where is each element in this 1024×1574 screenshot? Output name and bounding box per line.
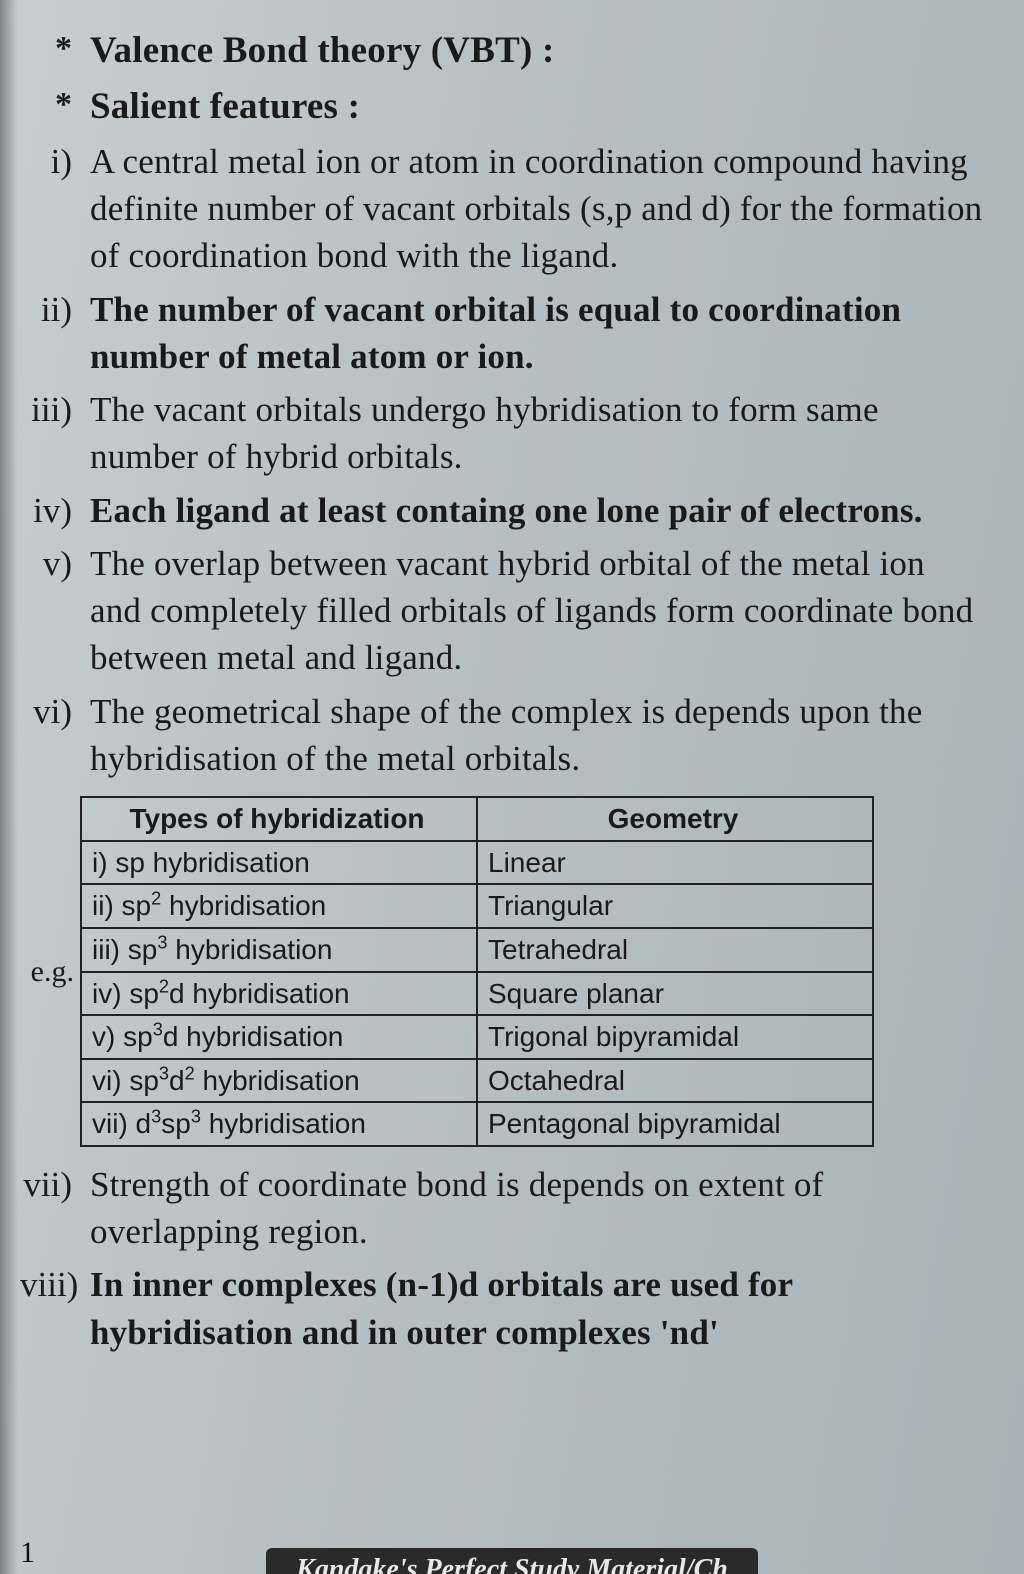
table-body: i) sp hybridisationLinearii) sp2 hybridi… <box>81 841 873 1146</box>
list-text: Each ligand at least containg one lone p… <box>90 487 984 534</box>
list-text: Strength of coordinate bond is depends o… <box>90 1161 984 1256</box>
list-marker: vii) <box>20 1161 90 1208</box>
bullet-asterisk: * <box>20 26 90 72</box>
title-main: Valence Bond theory (VBT) : <box>90 26 984 76</box>
page-shadow <box>0 0 18 1574</box>
table-header-types: Types of hybridization <box>81 797 477 841</box>
list-item: iv)Each ligand at least containg one lon… <box>20 487 984 534</box>
list-item: vi)The geometrical shape of the complex … <box>20 688 984 783</box>
footer-text: Kandake's Perfect Study Material/Ch <box>266 1548 758 1574</box>
cell-hybridization: ii) sp2 hybridisation <box>81 884 477 928</box>
list-item: ii)The number of vacant orbital is equal… <box>20 286 984 381</box>
list-item: v)The overlap between vacant hybrid orbi… <box>20 540 984 682</box>
list-marker: vi) <box>20 688 90 735</box>
list-marker: iii) <box>20 386 90 433</box>
cell-hybridization: v) sp3d hybridisation <box>81 1015 477 1059</box>
list-marker: i) <box>20 138 90 185</box>
table-header-row: Types of hybridization Geometry <box>81 797 873 841</box>
table-row: vii) d3sp3 hybridisationPentagonal bipyr… <box>81 1102 873 1146</box>
list-item: iii)The vacant orbitals undergo hybridis… <box>20 386 984 481</box>
hybridization-table-wrap: e.g. Types of hybridization Geometry i) … <box>20 796 984 1147</box>
feature-list-continued: vii)Strength of coordinate bond is depen… <box>20 1161 984 1356</box>
cell-geometry: Pentagonal bipyramidal <box>477 1102 873 1146</box>
list-marker: ii) <box>20 286 90 333</box>
cell-geometry: Tetrahedral <box>477 928 873 972</box>
cell-geometry: Square planar <box>477 972 873 1016</box>
title-line-2: * Salient features : <box>20 82 984 132</box>
feature-list: i)A central metal ion or atom in coordin… <box>20 138 984 782</box>
list-text: The overlap between vacant hybrid orbita… <box>90 540 984 682</box>
cell-geometry: Trigonal bipyramidal <box>477 1015 873 1059</box>
table-header-geometry: Geometry <box>477 797 873 841</box>
list-item: i)A central metal ion or atom in coordin… <box>20 138 984 280</box>
list-marker: viii) <box>20 1261 90 1308</box>
list-marker: iv) <box>20 487 90 534</box>
document-page: * Valence Bond theory (VBT) : * Salient … <box>20 26 984 1356</box>
table-row: ii) sp2 hybridisationTriangular <box>81 884 873 928</box>
list-text: The geometrical shape of the complex is … <box>90 688 984 783</box>
table-row: vi) sp3d2 hybridisationOctahedral <box>81 1059 873 1103</box>
cell-geometry: Triangular <box>477 884 873 928</box>
cell-hybridization: iii) sp3 hybridisation <box>81 928 477 972</box>
table-row: iv) sp2d hybridisationSquare planar <box>81 972 873 1016</box>
cell-hybridization: iv) sp2d hybridisation <box>81 972 477 1016</box>
cell-geometry: Linear <box>477 841 873 885</box>
title-sub: Salient features : <box>90 82 984 132</box>
page-footer: Kandake's Perfect Study Material/Ch <box>0 1536 1024 1574</box>
list-text: The vacant orbitals undergo hybridisatio… <box>90 386 984 481</box>
cell-hybridization: vii) d3sp3 hybridisation <box>81 1102 477 1146</box>
eg-label: e.g. <box>20 955 80 989</box>
list-text: A central metal ion or atom in coordinat… <box>90 138 984 280</box>
hybridization-table: Types of hybridization Geometry i) sp hy… <box>80 796 874 1147</box>
title-line-1: * Valence Bond theory (VBT) : <box>20 26 984 76</box>
cell-geometry: Octahedral <box>477 1059 873 1103</box>
cell-hybridization: vi) sp3d2 hybridisation <box>81 1059 477 1103</box>
cell-hybridization: i) sp hybridisation <box>81 841 477 885</box>
list-item: viii)In inner complexes (n-1)d orbitals … <box>20 1261 984 1356</box>
list-text: In inner complexes (n-1)d orbitals are u… <box>90 1261 984 1356</box>
table-row: iii) sp3 hybridisationTetrahedral <box>81 928 873 972</box>
list-item: vii)Strength of coordinate bond is depen… <box>20 1161 984 1256</box>
list-marker: v) <box>20 540 90 587</box>
table-row: v) sp3d hybridisationTrigonal bipyramida… <box>81 1015 873 1059</box>
list-text: The number of vacant orbital is equal to… <box>90 286 984 381</box>
bullet-asterisk: * <box>20 82 90 128</box>
table-row: i) sp hybridisationLinear <box>81 841 873 885</box>
